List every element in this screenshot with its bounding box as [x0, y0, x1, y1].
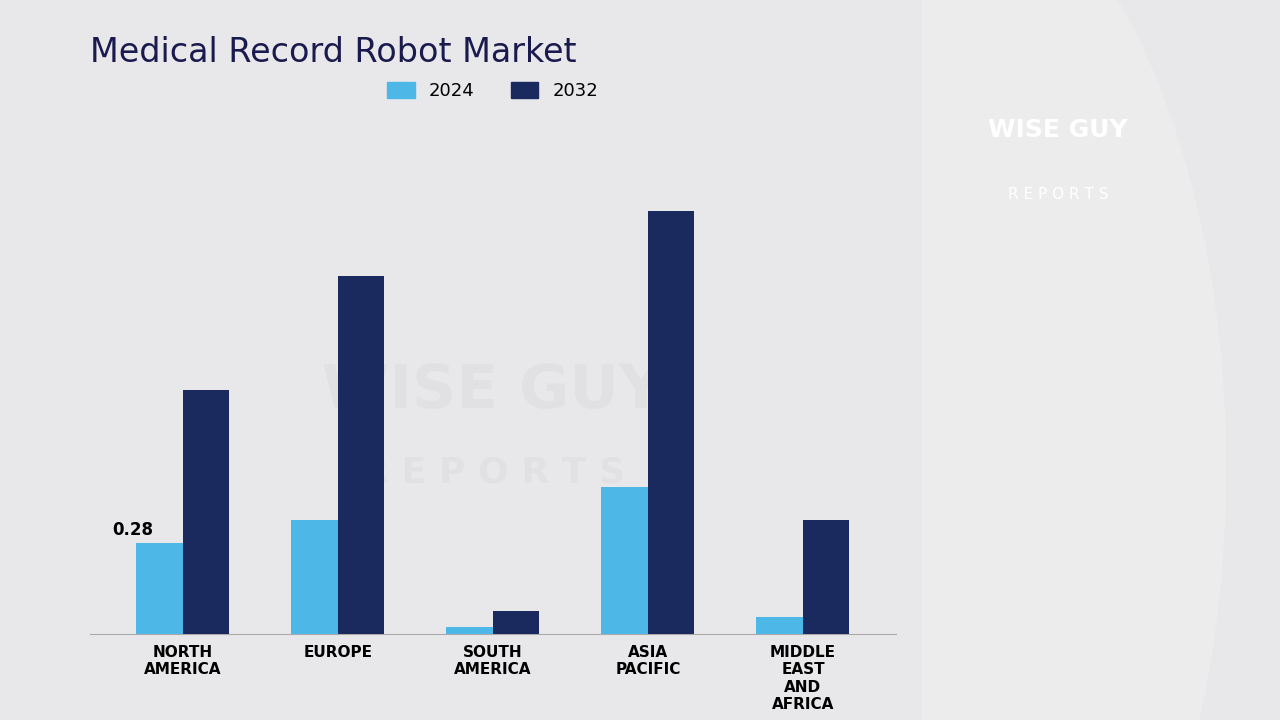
Text: 0.28: 0.28 [113, 521, 154, 539]
Bar [803, 520, 850, 634]
Bar [648, 211, 695, 634]
Bar [338, 276, 384, 634]
Bar [447, 627, 493, 634]
Bar [136, 543, 183, 634]
Text: WISE GUY: WISE GUY [988, 117, 1128, 142]
Text: R E P O R T S: R E P O R T S [361, 455, 625, 490]
Bar [183, 390, 229, 634]
Bar [602, 487, 648, 634]
Text: R E P O R T S: R E P O R T S [1007, 187, 1108, 202]
Bar [493, 611, 539, 634]
Bar [292, 520, 338, 634]
Legend: 2024, 2032: 2024, 2032 [379, 73, 607, 109]
Bar [756, 617, 803, 634]
Text: WISE GUY: WISE GUY [323, 362, 663, 421]
Text: Medical Record Robot Market: Medical Record Robot Market [90, 36, 576, 69]
Circle shape [617, 0, 1226, 720]
